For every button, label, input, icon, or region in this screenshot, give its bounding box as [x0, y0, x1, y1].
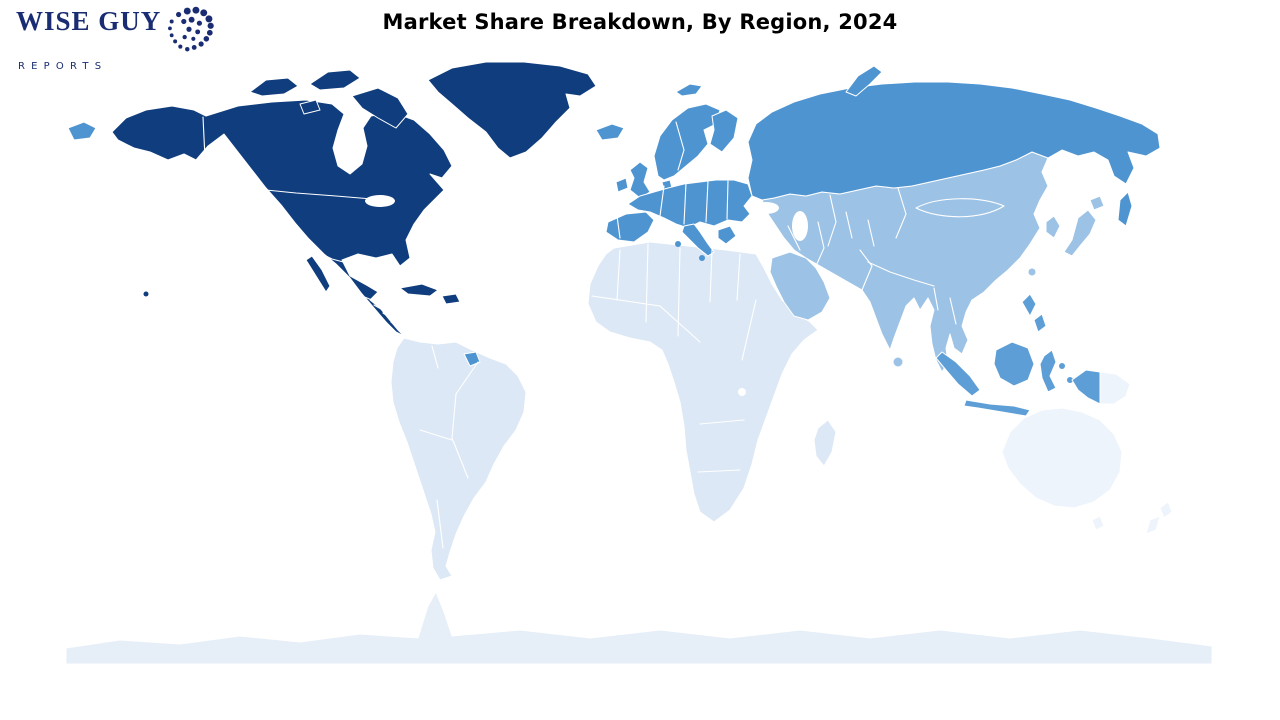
antarctica: [65, 591, 1213, 665]
taiwan: [1028, 268, 1036, 276]
iberia: [605, 211, 655, 243]
baffin-island: [351, 87, 409, 129]
border-africa-sahel: [591, 295, 701, 343]
new-zealand-north: [1159, 501, 1173, 519]
novaya-zemlya: [845, 65, 883, 97]
logo-wordmark: WISE GUY: [16, 6, 162, 36]
balkans-greece: [717, 225, 737, 245]
japan-honshu: [1063, 209, 1097, 257]
lake-victoria: [738, 388, 746, 396]
french-guiana: [463, 351, 481, 367]
chart-title: Market Share Breakdown, By Region, 2024: [382, 10, 898, 34]
border-norway-sweden: [675, 121, 685, 171]
logo-subtitle: REPORTS: [18, 61, 108, 72]
region-europe-russia: [67, 65, 1161, 367]
north-america-mainland: [111, 99, 453, 337]
border-alaska-canada: [202, 116, 206, 159]
border-europe-1: [659, 185, 665, 217]
svalbard: [675, 83, 703, 97]
sulawesi: [1039, 349, 1057, 393]
tasmania: [1091, 515, 1105, 531]
moluccas-1: [1059, 363, 1065, 369]
caspian-sea: [792, 211, 808, 241]
philippines-mindanao: [1033, 313, 1047, 333]
border-europe-2: [683, 182, 687, 225]
finland: [709, 109, 739, 153]
cuba: [399, 283, 439, 297]
madagascar: [813, 419, 837, 467]
region-antarctica: [65, 591, 1213, 665]
border-africa-east-south: [697, 299, 757, 473]
great-britain: [629, 161, 651, 199]
border-central-america: [361, 295, 398, 328]
border-kazakh-china: [895, 187, 907, 239]
arctic-island-1: [249, 77, 299, 97]
border-kazakh-west: [827, 194, 837, 247]
border-central-asia: [845, 211, 875, 247]
baja-california: [305, 255, 331, 293]
moluccas-2: [1067, 377, 1073, 383]
wise-guy-reports-logo: WISE GUY REPORTS: [16, 6, 215, 72]
border-us-canada: [219, 182, 373, 200]
border-peru-bolivia: [419, 429, 453, 441]
borneo: [993, 341, 1035, 387]
south-america-mainland: [390, 337, 527, 581]
chukotka-west-fragment: [67, 121, 97, 141]
new-zealand-south: [1145, 515, 1161, 535]
border-mongolia: [915, 198, 1005, 218]
border-colombia-venezuela: [431, 345, 439, 369]
region-africa: [587, 241, 837, 523]
border-europe-4: [726, 180, 729, 220]
arabian-peninsula: [769, 251, 831, 321]
region-south-america: [390, 337, 527, 581]
arctic-island-2: [309, 69, 361, 91]
border-europe-3: [705, 180, 709, 223]
border-indochina: [933, 287, 957, 325]
iceland: [595, 123, 625, 141]
dotted-head-logo-icon: [168, 6, 215, 52]
region-oceania: [1001, 371, 1173, 535]
border-brazil-west: [451, 361, 479, 479]
region-maritime-sea: [935, 293, 1101, 417]
border-pakistan-india: [859, 249, 873, 291]
country-borders: [202, 116, 1005, 549]
border-iran: [787, 221, 825, 267]
hawaii: [143, 291, 149, 297]
africa-mainland: [587, 241, 819, 523]
sardinia: [675, 241, 681, 247]
region-north-america: [111, 61, 597, 337]
new-guinea-west: [1071, 369, 1101, 405]
japan-hokkaido: [1089, 195, 1105, 211]
australia: [1001, 407, 1123, 509]
sumatra: [935, 351, 981, 397]
great-lakes: [365, 195, 395, 207]
korea: [1045, 215, 1061, 239]
sicily: [699, 255, 705, 261]
italy: [681, 223, 715, 257]
arctic-island-3: [299, 99, 321, 115]
sakhalin: [1117, 191, 1133, 227]
border-africa-verticals: [616, 243, 741, 337]
europe-mainland: [627, 179, 753, 229]
water-bodies: [365, 195, 808, 396]
border-us-mexico: [315, 250, 348, 264]
border-chile-argentina: [436, 499, 444, 549]
philippines-luzon: [1021, 293, 1037, 317]
border-china-india: [867, 261, 935, 287]
greenland: [427, 61, 597, 159]
java: [963, 399, 1031, 417]
hispaniola: [441, 293, 461, 305]
region-asia: [761, 151, 1105, 373]
new-guinea-east: [1099, 371, 1131, 405]
sri-lanka: [893, 357, 903, 367]
border-portugal-spain: [616, 215, 621, 239]
black-sea: [753, 202, 779, 214]
ireland: [615, 177, 629, 193]
